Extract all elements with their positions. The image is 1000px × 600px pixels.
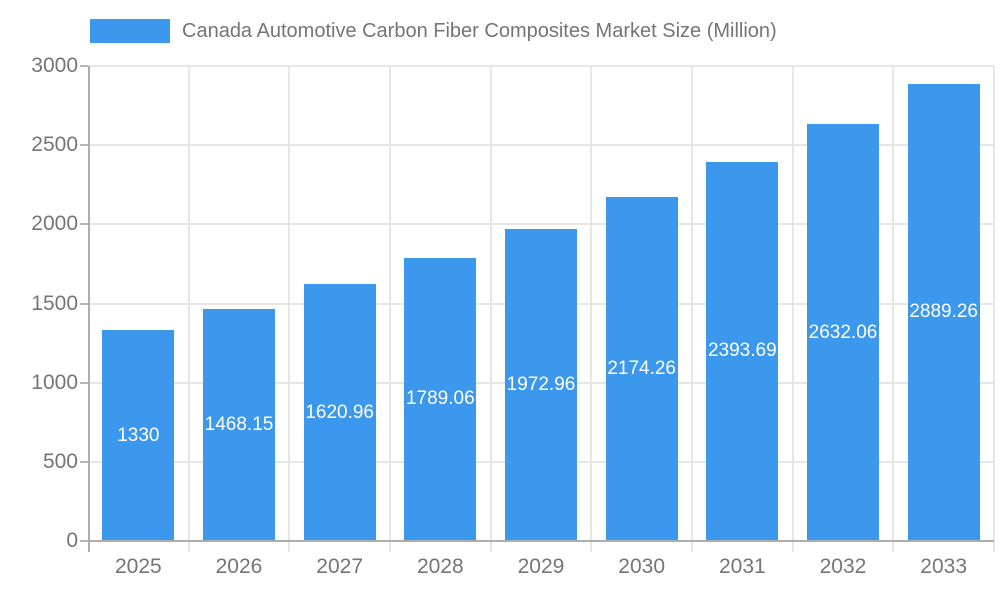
y-tick-mark-3000 — [80, 65, 88, 67]
v-gridline-5 — [590, 66, 593, 552]
y-tick-label-0: 0 — [66, 529, 78, 552]
y-tick-mark-0 — [80, 540, 88, 542]
bar-2032[interactable] — [807, 124, 879, 541]
v-gridline-7 — [791, 66, 794, 552]
x-axis-line — [88, 540, 994, 542]
y-tick-label-500: 500 — [42, 449, 78, 473]
x-tick-label-2032: 2032 — [819, 555, 867, 578]
v-gridline-6 — [691, 66, 693, 552]
y-tick-label-1500: 1500 — [31, 291, 78, 315]
x-tick-label-2028: 2028 — [416, 555, 464, 578]
v-gridline-8 — [892, 66, 895, 552]
legend-swatch[interactable] — [90, 19, 170, 43]
v-gridline-1 — [187, 66, 190, 552]
y-tick-label-1000: 1000 — [31, 370, 78, 394]
y-tick-mark-1000 — [80, 381, 88, 384]
x-tick-label-2027: 2027 — [316, 555, 364, 578]
x-tick-label-2025: 2025 — [114, 555, 162, 578]
v-gridline-3 — [389, 66, 391, 552]
y-tick-label-2500: 2500 — [31, 133, 78, 157]
y-tick-label-2000: 2000 — [31, 212, 78, 236]
h-gridline-3000 — [88, 65, 994, 67]
h-gridline-2500 — [88, 144, 994, 147]
x-tick-label-2026: 2026 — [215, 555, 263, 578]
bar-2027[interactable] — [303, 284, 376, 541]
legend: Canada Automotive Carbon Fiber Composite… — [90, 19, 777, 43]
bar-2028[interactable] — [404, 257, 477, 541]
bar-2026[interactable] — [203, 308, 275, 541]
h-gridline-2000 — [88, 223, 994, 226]
x-tick-label-2030: 2030 — [618, 555, 666, 578]
y-tick-label-3000: 3000 — [31, 54, 78, 77]
bar-2025[interactable] — [102, 330, 175, 541]
bar-2030[interactable] — [605, 196, 678, 541]
legend-label: Canada Automotive Carbon Fiber Composite… — [182, 19, 777, 42]
bar-2029[interactable] — [505, 228, 577, 541]
v-gridline-9 — [993, 66, 995, 552]
v-gridline-4 — [489, 66, 492, 552]
y-tick-mark-2500 — [80, 144, 88, 147]
x-tick-label-2029: 2029 — [517, 555, 565, 578]
x-tick-label-2033: 2033 — [920, 555, 968, 578]
bar-2033[interactable] — [907, 83, 980, 541]
plot-area: 1330 1468.15 1620.96 1789.06 1972.96 2174.26 2… — [80, 65, 995, 578]
v-gridline-2 — [288, 66, 291, 552]
y-tick-mark-2000 — [80, 223, 88, 226]
y-axis-line — [88, 66, 90, 552]
y-tick-mark-1500 — [80, 302, 88, 305]
y-tick-mark-500 — [80, 460, 88, 463]
bar-2031[interactable] — [706, 161, 779, 541]
x-tick-label-2031: 2031 — [718, 555, 766, 578]
